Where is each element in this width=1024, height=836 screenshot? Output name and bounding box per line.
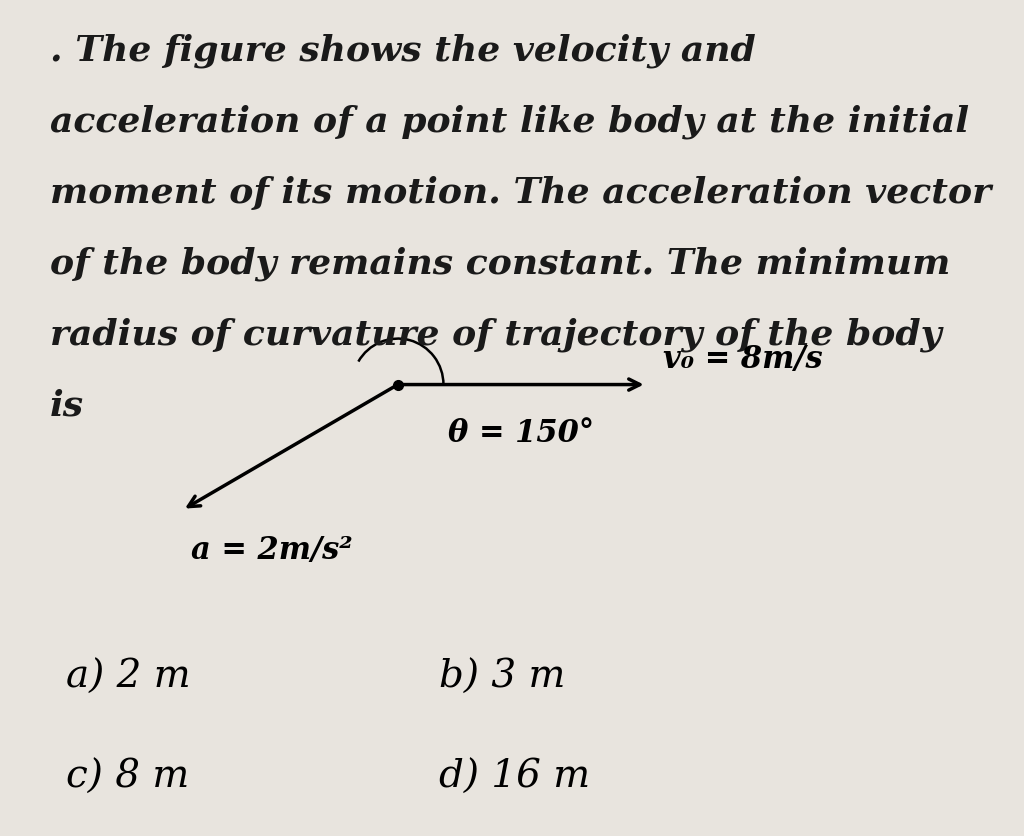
Text: c) 8 m: c) 8 m <box>67 759 189 796</box>
Text: a) 2 m: a) 2 m <box>67 659 190 696</box>
Text: moment of its motion. The acceleration vector: moment of its motion. The acceleration v… <box>50 176 991 210</box>
Text: radius of curvature of trajectory of the body: radius of curvature of trajectory of the… <box>50 318 941 352</box>
Text: θ = 150°: θ = 150° <box>447 418 594 449</box>
Text: acceleration of a point like body at the initial: acceleration of a point like body at the… <box>50 104 969 139</box>
Text: v₀ = 8m/s: v₀ = 8m/s <box>664 344 822 375</box>
Text: . The figure shows the velocity and: . The figure shows the velocity and <box>50 33 756 68</box>
Text: is: is <box>50 389 84 423</box>
Text: of the body remains constant. The minimum: of the body remains constant. The minimu… <box>50 247 950 281</box>
Text: a = 2m/s²: a = 2m/s² <box>190 535 352 566</box>
Text: b) 3 m: b) 3 m <box>439 659 565 696</box>
Text: d) 16 m: d) 16 m <box>439 759 591 796</box>
